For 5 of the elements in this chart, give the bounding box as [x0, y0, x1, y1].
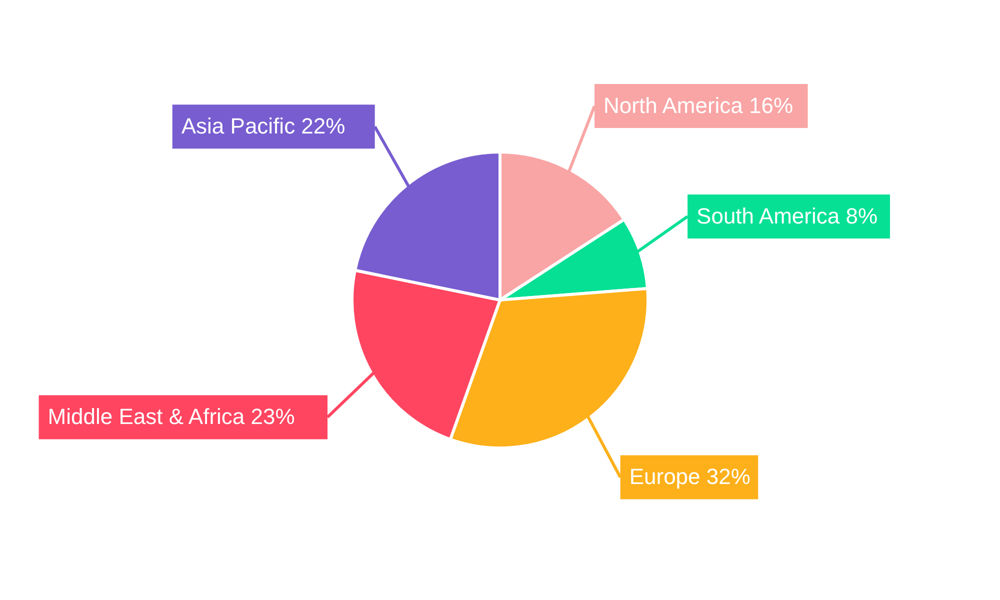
slice-label: Middle East & Africa 23% [48, 404, 295, 430]
slice-label: North America 16% [604, 93, 794, 118]
slice-label: South America 8% [696, 203, 878, 228]
slice-label: Europe 32% [629, 464, 750, 490]
slice-label: Asia Pacific 22% [181, 114, 346, 139]
